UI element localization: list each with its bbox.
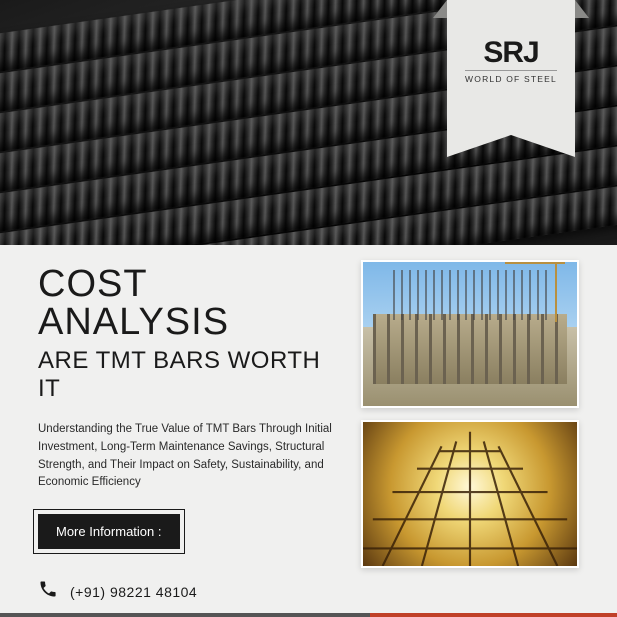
headline-title: COST ANALYSIS	[38, 265, 338, 341]
text-column: COST ANALYSIS ARE TMT BARS WORTH IT Unde…	[38, 265, 338, 604]
phone-icon	[38, 579, 58, 604]
footer-accent-bar	[0, 613, 617, 617]
contact-row[interactable]: (+91) 98221 48104	[38, 579, 338, 604]
logo-badge: SRJ WORLD OF STEEL	[447, 0, 575, 135]
phone-number: (+91) 98221 48104	[70, 584, 197, 600]
logo-brand: SRJ	[483, 38, 538, 68]
headline-subtitle: ARE TMT BARS WORTH IT	[38, 347, 338, 403]
content-area: COST ANALYSIS ARE TMT BARS WORTH IT Unde…	[38, 265, 579, 597]
scaffold-photo	[361, 420, 579, 568]
image-column	[361, 260, 579, 580]
infographic-canvas: SRJ WORLD OF STEEL COST ANALYSIS ARE TMT…	[0, 0, 617, 617]
construction-photo	[361, 260, 579, 408]
more-info-button[interactable]: More Information :	[38, 514, 180, 549]
body-paragraph: Understanding the True Value of TMT Bars…	[38, 421, 338, 492]
logo-tagline: WORLD OF STEEL	[465, 70, 557, 84]
